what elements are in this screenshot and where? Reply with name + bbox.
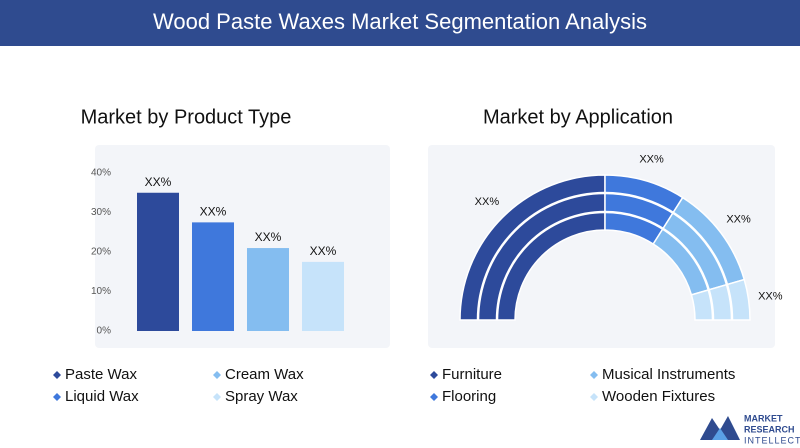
- ring-divider: [476, 191, 734, 321]
- donut-segment: [690, 278, 751, 321]
- logo-icon: [712, 428, 728, 440]
- legend-marker: [213, 393, 221, 401]
- chart-title: Market by Product Type: [81, 106, 292, 128]
- logo: MARKET RESEARCH INTELLECT: [700, 413, 800, 445]
- value-label: XX%: [255, 230, 282, 244]
- y-tick-label: 20%: [91, 247, 111, 258]
- legend-label: Musical Instruments: [602, 366, 735, 383]
- legend-marker: [430, 393, 438, 401]
- y-tick-label: 40%: [91, 168, 111, 179]
- value-label: XX%: [200, 205, 227, 219]
- bar: [137, 192, 179, 331]
- logo-icon: [700, 416, 740, 440]
- value-label: XX%: [310, 244, 337, 258]
- value-label: XX%: [475, 196, 500, 208]
- title-banner: [0, 0, 800, 46]
- legend-label: Flooring: [442, 388, 496, 405]
- logo-text: MARKET: [744, 413, 783, 423]
- ring-divider: [495, 210, 715, 321]
- value-label: XX%: [726, 214, 751, 226]
- y-tick-label: 10%: [91, 286, 111, 297]
- y-tick-label: 30%: [91, 207, 111, 218]
- page-title: Wood Paste Waxes Market Segmentation Ana…: [153, 9, 647, 34]
- bar: [192, 222, 234, 331]
- logo-text: RESEARCH: [744, 424, 795, 434]
- legend-label: Furniture: [442, 366, 502, 383]
- legend-label: Liquid Wax: [65, 388, 139, 405]
- legend-label: Cream Wax: [225, 366, 304, 383]
- logo-text: INTELLECT: [744, 435, 800, 445]
- legend-marker: [590, 393, 598, 401]
- value-label: XX%: [639, 154, 664, 166]
- bar: [302, 261, 344, 331]
- legend-marker: [53, 393, 61, 401]
- donut-segment: [459, 174, 606, 321]
- value-label: XX%: [758, 290, 783, 302]
- legend-label: Wooden Fixtures: [602, 388, 715, 405]
- legend-label: Spray Wax: [225, 388, 298, 405]
- bar: [247, 248, 289, 331]
- value-label: XX%: [145, 175, 172, 189]
- legend-marker: [590, 371, 598, 379]
- y-tick-label: 0%: [97, 326, 112, 337]
- legend-label: Paste Wax: [65, 366, 137, 383]
- legend-marker: [430, 371, 438, 379]
- legend-marker: [53, 371, 61, 379]
- chart-title: Market by Application: [483, 106, 673, 128]
- legend-marker: [213, 371, 221, 379]
